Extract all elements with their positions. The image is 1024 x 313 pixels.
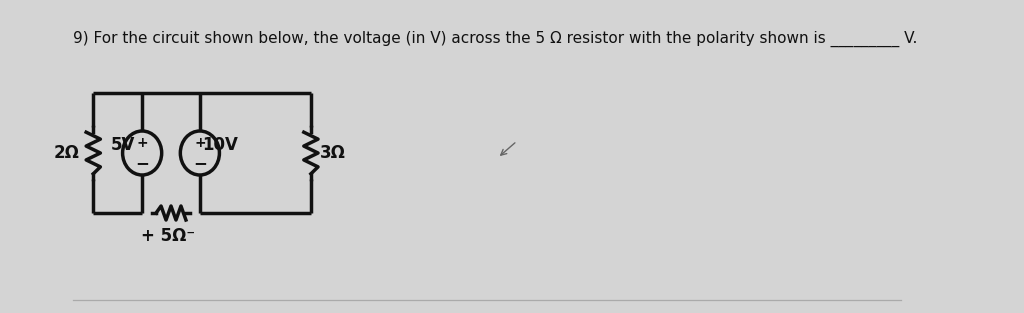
Text: 5V: 5V bbox=[111, 136, 135, 154]
Text: −: − bbox=[193, 154, 207, 172]
Text: 2Ω: 2Ω bbox=[54, 144, 80, 162]
Text: +: + bbox=[136, 136, 147, 150]
Text: 9) For the circuit shown below, the voltage (in V) across the 5 Ω resistor with : 9) For the circuit shown below, the volt… bbox=[73, 31, 918, 47]
Text: 10V: 10V bbox=[203, 136, 239, 154]
Text: +: + bbox=[195, 136, 206, 150]
Text: −: − bbox=[135, 154, 150, 172]
Text: 3Ω: 3Ω bbox=[319, 144, 346, 162]
Text: + 5Ω⁻: + 5Ω⁻ bbox=[141, 227, 196, 245]
